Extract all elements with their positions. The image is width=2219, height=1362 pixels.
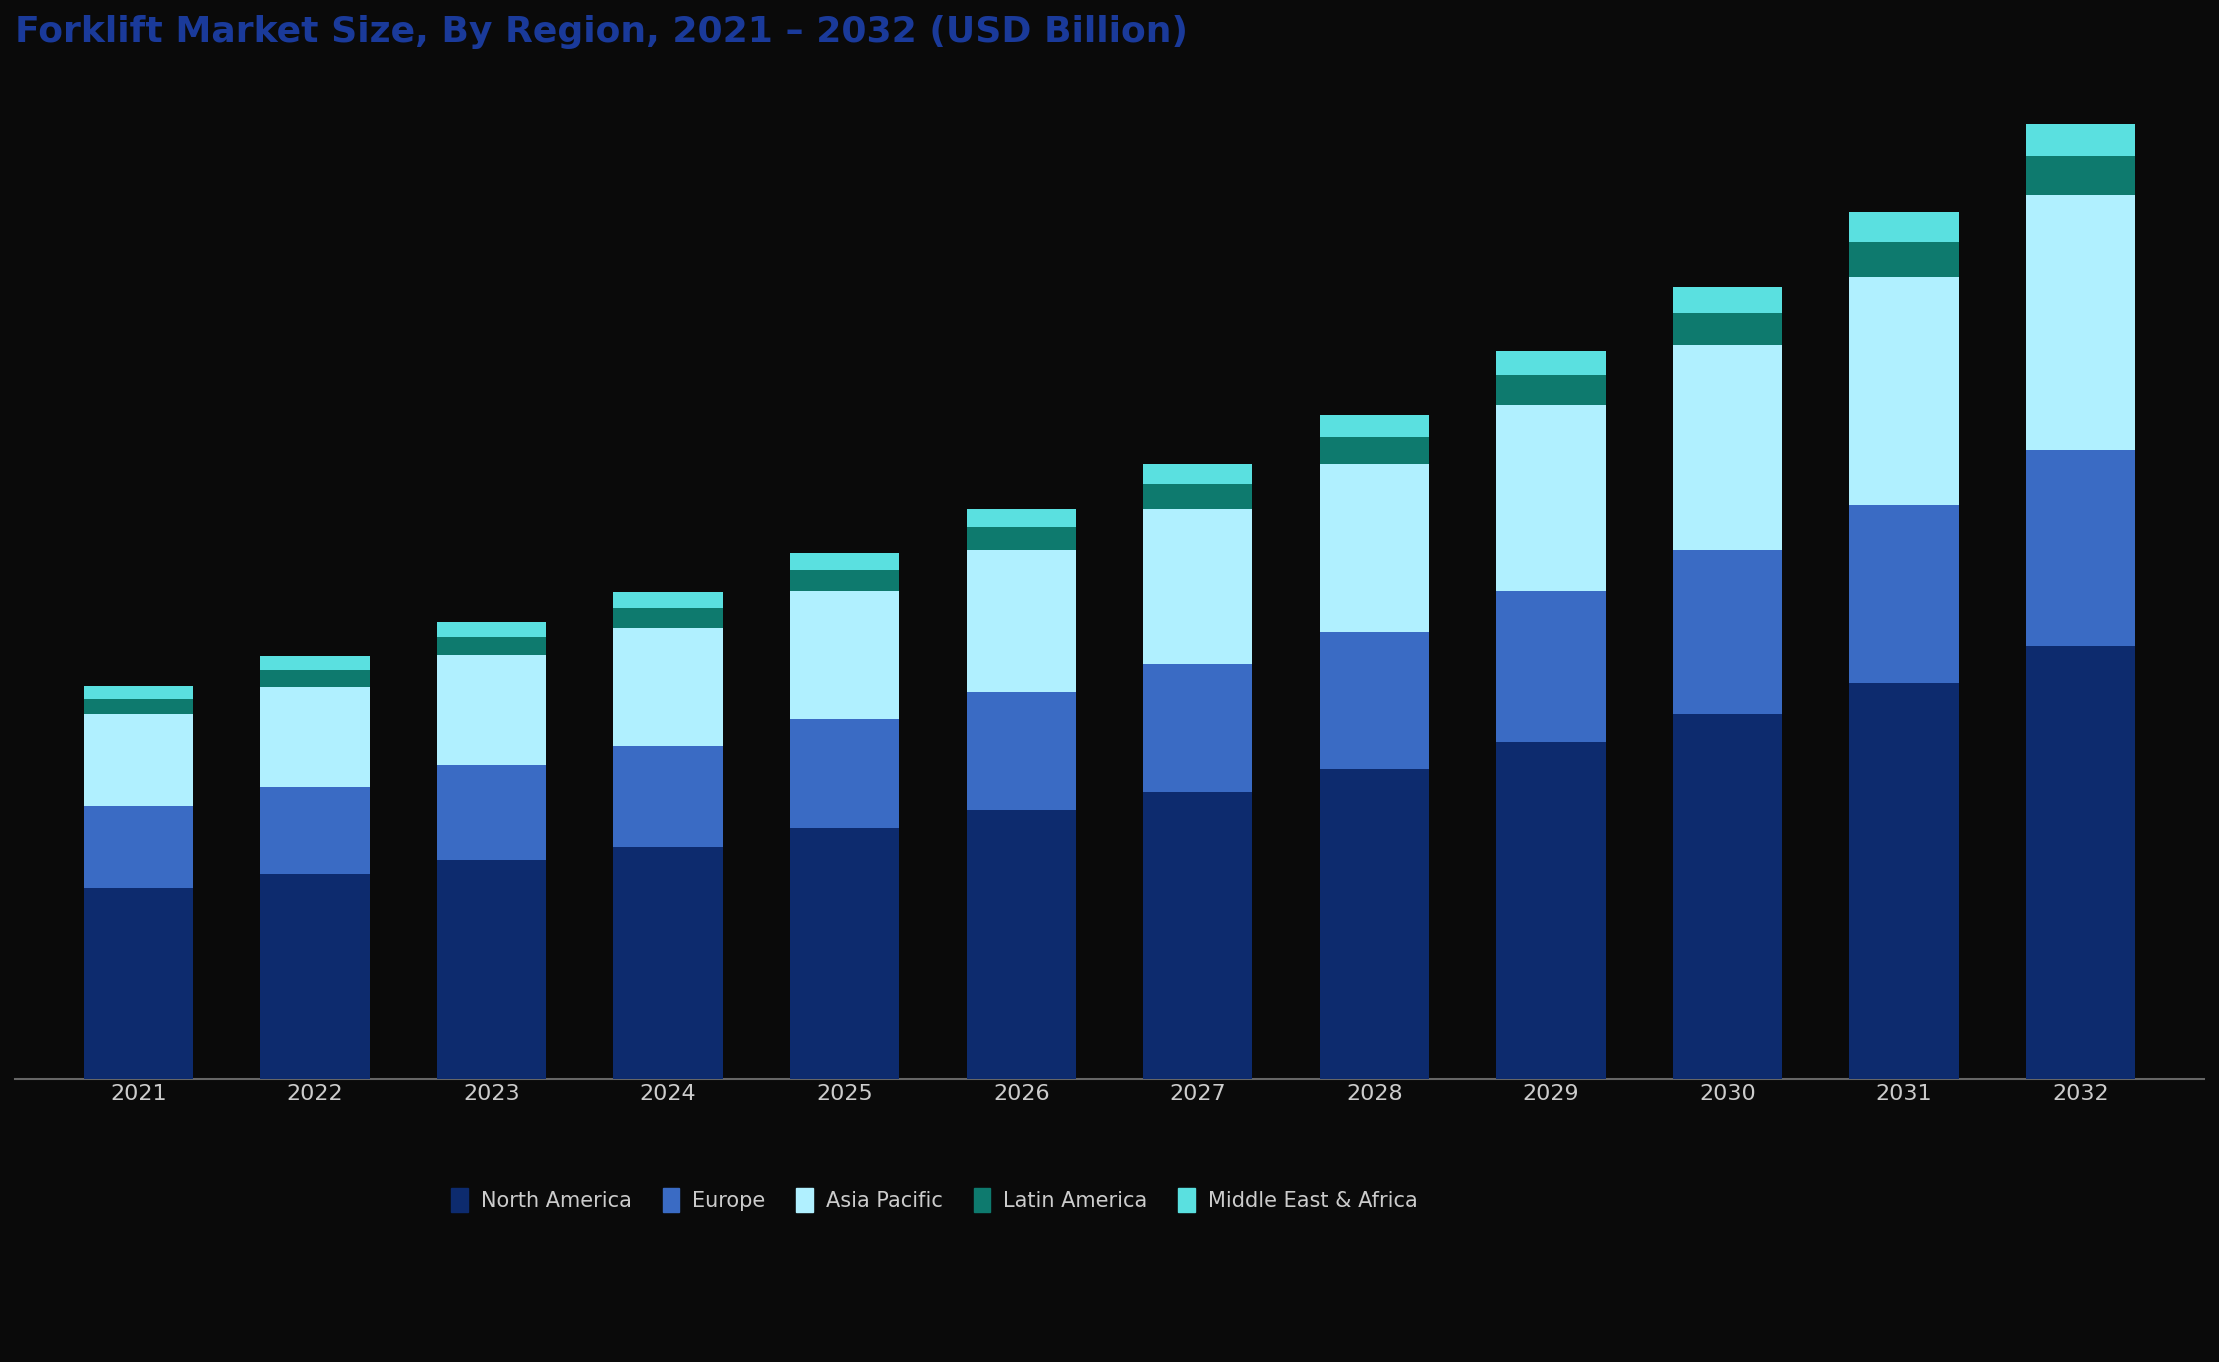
Bar xyxy=(1673,346,1782,550)
Bar xyxy=(1673,550,1782,715)
Bar xyxy=(790,719,899,828)
Bar xyxy=(1143,464,1252,485)
Bar xyxy=(260,656,371,670)
Bar xyxy=(2026,157,2135,195)
Bar xyxy=(84,888,193,1079)
Bar xyxy=(437,861,546,1079)
Bar xyxy=(1673,287,1782,313)
Bar xyxy=(1848,212,1959,241)
Bar xyxy=(790,591,899,719)
Bar xyxy=(1673,715,1782,1079)
Bar xyxy=(967,508,1076,527)
Bar xyxy=(437,621,546,636)
Bar xyxy=(967,550,1076,692)
Bar xyxy=(967,810,1076,1079)
Bar xyxy=(437,636,546,655)
Bar xyxy=(260,670,371,688)
Bar xyxy=(2026,451,2135,646)
Bar xyxy=(84,685,193,699)
Bar xyxy=(612,746,723,847)
Bar xyxy=(2026,646,2135,1079)
Bar xyxy=(437,764,546,861)
Bar xyxy=(2026,195,2135,451)
Bar xyxy=(1848,505,1959,682)
Bar xyxy=(1673,313,1782,346)
Bar xyxy=(612,592,723,607)
Bar xyxy=(1320,437,1429,464)
Bar xyxy=(790,828,899,1079)
Bar xyxy=(1496,405,1607,591)
Bar xyxy=(1848,682,1959,1079)
Bar xyxy=(1143,485,1252,509)
Bar xyxy=(1320,632,1429,770)
Bar xyxy=(84,699,193,715)
Bar xyxy=(1320,464,1429,632)
Bar xyxy=(260,874,371,1079)
Bar xyxy=(1848,276,1959,505)
Bar xyxy=(790,571,899,591)
Bar xyxy=(84,805,193,888)
Bar xyxy=(1496,591,1607,742)
Bar xyxy=(967,527,1076,550)
Bar xyxy=(260,787,371,874)
Bar xyxy=(612,847,723,1079)
Bar xyxy=(1320,770,1429,1079)
Bar xyxy=(1496,742,1607,1079)
Bar xyxy=(612,607,723,628)
Bar xyxy=(2026,124,2135,157)
Legend: North America, Europe, Asia Pacific, Latin America, Middle East & Africa: North America, Europe, Asia Pacific, Lat… xyxy=(444,1179,1425,1220)
Bar xyxy=(967,692,1076,810)
Bar xyxy=(1320,414,1429,437)
Bar xyxy=(437,655,546,764)
Bar xyxy=(260,688,371,787)
Bar xyxy=(84,715,193,805)
Bar xyxy=(1143,665,1252,791)
Bar xyxy=(1848,241,1959,276)
Bar xyxy=(1496,375,1607,405)
Bar xyxy=(1143,791,1252,1079)
Bar xyxy=(790,553,899,571)
Bar xyxy=(612,628,723,746)
Bar xyxy=(1143,509,1252,665)
Text: Forklift Market Size, By Region, 2021 – 2032 (USD Billion): Forklift Market Size, By Region, 2021 – … xyxy=(16,15,1187,49)
Bar xyxy=(1496,351,1607,375)
